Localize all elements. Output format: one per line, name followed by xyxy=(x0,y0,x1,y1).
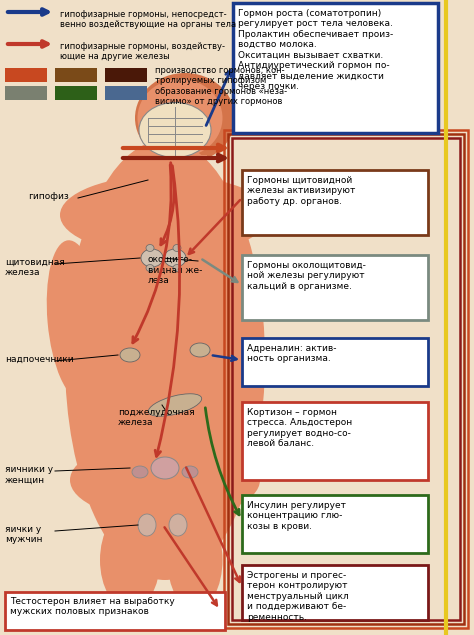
Text: Тестостерон влияет на выработку
мужских половых признаков: Тестостерон влияет на выработку мужских … xyxy=(10,597,175,617)
Text: Кортизон – гормон
стресса. Альдостерон
регулирует водно-со-
левой баланс.: Кортизон – гормон стресса. Альдостерон р… xyxy=(247,408,352,448)
Text: Гормоны щитовидной
железы активизируют
работу др. органов.: Гормоны щитовидной железы активизируют р… xyxy=(247,176,356,206)
Text: гипофизарные гормоны, непосредст-
венно воздействующие на органы тела: гипофизарные гормоны, непосредст- венно … xyxy=(60,10,236,29)
FancyBboxPatch shape xyxy=(5,68,47,82)
FancyBboxPatch shape xyxy=(242,402,428,480)
Text: Адреналин: актив-
ность организма.: Адреналин: актив- ность организма. xyxy=(247,344,337,363)
FancyBboxPatch shape xyxy=(105,86,147,100)
FancyBboxPatch shape xyxy=(105,68,147,82)
Ellipse shape xyxy=(137,79,222,157)
FancyBboxPatch shape xyxy=(157,155,207,180)
Ellipse shape xyxy=(148,394,201,416)
Ellipse shape xyxy=(164,249,186,267)
Ellipse shape xyxy=(182,466,198,478)
Ellipse shape xyxy=(132,466,148,478)
Text: яички у
мужчин: яички у мужчин xyxy=(5,525,43,544)
Ellipse shape xyxy=(60,175,270,255)
Ellipse shape xyxy=(47,240,103,399)
Ellipse shape xyxy=(141,249,163,267)
Ellipse shape xyxy=(146,265,154,272)
FancyBboxPatch shape xyxy=(242,255,428,320)
Ellipse shape xyxy=(169,514,187,536)
FancyBboxPatch shape xyxy=(242,338,428,386)
Text: Гормон роста (соматотропин)
регулирует рост тела человека.
Пролактин обеспечивае: Гормон роста (соматотропин) регулирует р… xyxy=(238,9,393,91)
Text: яичники у
женщин: яичники у женщин xyxy=(5,465,53,485)
Ellipse shape xyxy=(173,244,181,251)
Text: окощито-
видная же-
леза: окощито- видная же- леза xyxy=(148,255,202,285)
Ellipse shape xyxy=(190,343,210,357)
Ellipse shape xyxy=(135,73,235,163)
Ellipse shape xyxy=(139,102,211,157)
Ellipse shape xyxy=(151,457,179,479)
Ellipse shape xyxy=(120,348,140,362)
FancyBboxPatch shape xyxy=(55,86,97,100)
Ellipse shape xyxy=(167,510,222,610)
FancyBboxPatch shape xyxy=(55,68,97,82)
FancyBboxPatch shape xyxy=(5,86,47,100)
FancyBboxPatch shape xyxy=(242,565,428,620)
FancyBboxPatch shape xyxy=(242,170,428,235)
Text: гипофизарные гормоны, воздейству-
ющие на другие железы: гипофизарные гормоны, воздейству- ющие н… xyxy=(60,42,225,62)
Text: производство гормонов, кон-
тролируемых гипофизом
образование гормонов «неза-
ви: производство гормонов, кон- тролируемых … xyxy=(155,66,287,106)
Text: надпочечники: надпочечники xyxy=(5,355,73,364)
Text: Эстрогены и прогес-
терон контролируют
менструальный цикл
и поддерживают бе-
рем: Эстрогены и прогес- терон контролируют м… xyxy=(247,571,349,622)
Text: щитовидная
железа: щитовидная железа xyxy=(5,258,65,277)
Text: Гормоны околощитовид-
ной железы регулируют
кальций в организме.: Гормоны околощитовид- ной железы регулир… xyxy=(247,261,366,291)
Text: гипофиз: гипофиз xyxy=(28,192,69,201)
Ellipse shape xyxy=(65,140,265,580)
Ellipse shape xyxy=(70,440,260,520)
Ellipse shape xyxy=(173,265,181,272)
Ellipse shape xyxy=(138,514,156,536)
Text: поджелудочная
железа: поджелудочная железа xyxy=(118,408,195,427)
Text: Инсулин регулирует
концентрацию глю-
козы в крови.: Инсулин регулирует концентрацию глю- коз… xyxy=(247,501,346,531)
FancyBboxPatch shape xyxy=(242,495,428,553)
FancyBboxPatch shape xyxy=(5,592,225,630)
Ellipse shape xyxy=(146,244,154,251)
Ellipse shape xyxy=(100,510,160,610)
FancyBboxPatch shape xyxy=(233,3,438,133)
